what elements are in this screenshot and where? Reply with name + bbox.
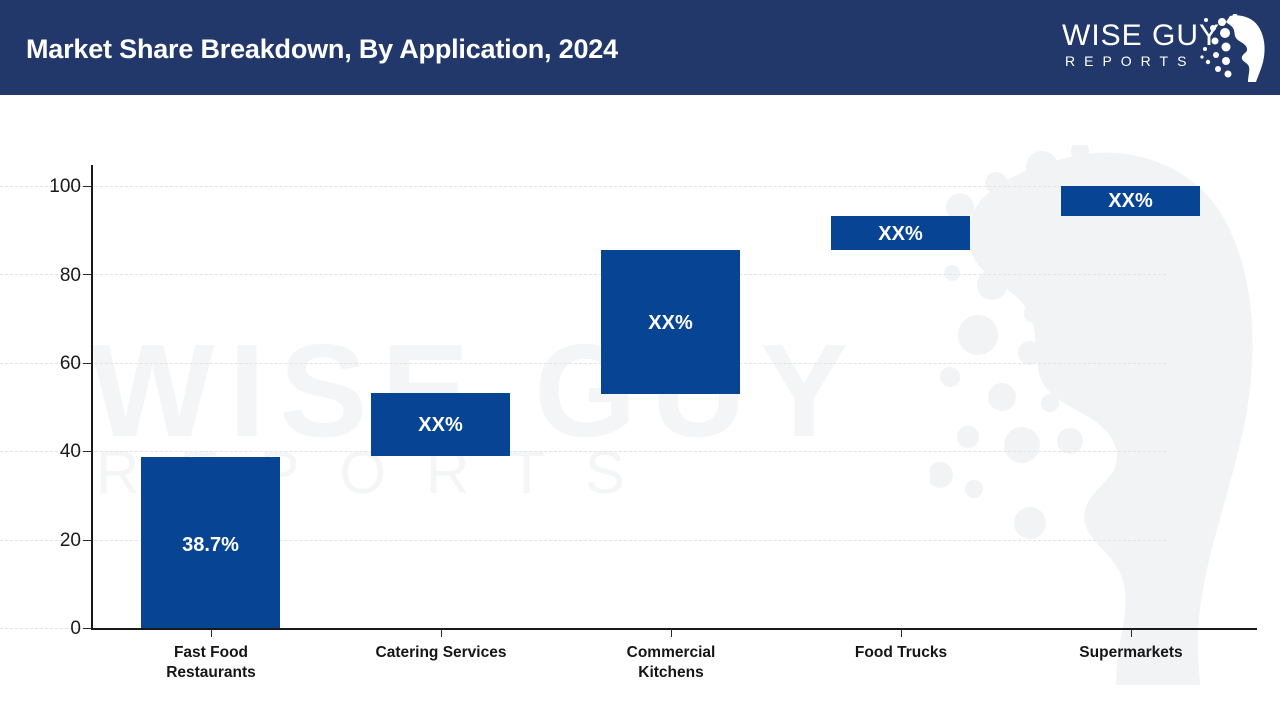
xtick-label-line: Kitchens [638,664,704,682]
xtick-label-line: Food Trucks [854,644,948,661]
xtick-mark-food-trucks [900,629,902,637]
gridline-20 [0,539,1166,541]
bar-label-fast-food-restaurants: 38.7% [182,534,239,556]
ytick-mark-100 [83,186,91,187]
bar-catering-services[interactable]: XX% [371,393,510,456]
xtick-mark-catering-services [440,629,442,637]
xtick-label-food-trucks: Food Trucks [791,643,1011,663]
ytick-mark-60 [83,362,91,364]
bar-food-trucks[interactable]: XX% [831,215,970,250]
xtick-mark-supermarkets [1130,629,1132,637]
ytick-mark-80 [83,274,91,276]
xtick-label-line: Fast Food [173,644,249,661]
ytick-mark-40 [83,451,91,453]
watermark-dotted-head-profile-icon [930,145,1253,685]
bar-commercial-kitchens[interactable]: XX% [601,249,740,395]
x-axis-line [91,628,1257,630]
xtick-mark-commercial-kitchens [670,629,672,637]
xtick-mark-fast-food-restaurants [210,629,212,637]
bar-label-food-trucks: XX% [878,222,923,245]
y-axis-line [91,165,93,628]
ytick-label-20: 20 [59,530,81,551]
ytick-mark-20 [83,539,91,541]
xtick-label-line: Restaurants [166,664,256,682]
bar-label-catering-services: XX% [418,414,463,437]
gridline-40 [0,451,1166,453]
ytick-label-60: 60 [59,353,81,374]
gridline-100 [0,186,1166,187]
gridline-60 [0,362,1166,364]
page-title: Market Share Breakdown, By Application, … [26,34,618,64]
logo-wordmark-secondary: REPORTS [1065,53,1196,69]
bar-label-supermarkets: XX% [1108,190,1153,212]
dotted-head-profile-icon [1200,14,1265,82]
xtick-label-line: Supermarkets [1079,644,1183,661]
xtick-label-catering-services: Catering Services [331,643,551,663]
bar-label-commercial-kitchens: XX% [648,311,693,334]
ytick-label-0: 0 [70,618,81,639]
chart-area: WISE GUY REPORTS [0,95,1280,720]
brand-logo: WISE GUY REPORTS [1012,14,1272,82]
ytick-label-40: 40 [59,441,81,462]
xtick-label-supermarkets: Supermarkets [1021,643,1241,663]
bar-fast-food-restaurants[interactable]: 38.7% [141,457,280,628]
xtick-label-line: Commercial [626,644,716,661]
bar-supermarkets[interactable]: XX% [1061,186,1200,216]
xtick-label-fast-food-restaurants: Fast Food Restaurants [101,643,321,684]
gridline-80 [0,274,1166,276]
ytick-label-80: 80 [59,265,81,286]
xtick-label-commercial-kitchens: Commercial Kitchens [561,643,781,684]
page-header: Market Share Breakdown, By Application, … [0,0,1280,95]
ytick-label-100: 100 [49,176,81,197]
logo-wordmark-primary: WISE GUY [1062,19,1221,52]
xtick-label-line: Catering Services [375,644,507,661]
ytick-mark-0 [83,628,91,629]
